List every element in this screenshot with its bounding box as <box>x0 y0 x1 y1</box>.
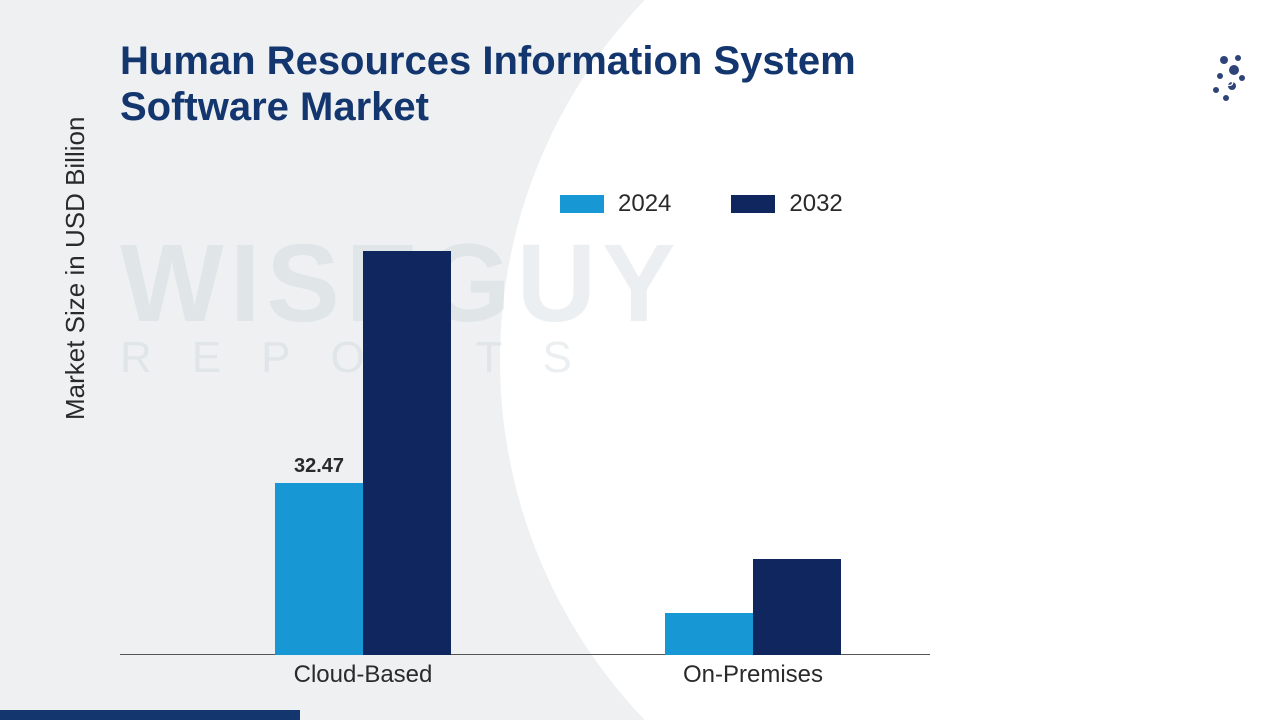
bar-value-label-0-0: 32.47 <box>294 455 344 478</box>
legend-swatch-1 <box>731 195 775 213</box>
chart-canvas: WISEGUY REPORTS WISEGUY REPORTS Human Re… <box>0 0 1280 720</box>
plot-area: 32.47 Cloud-Based On-Premises <box>120 230 930 655</box>
legend-label-1: 2032 <box>789 190 842 218</box>
legend-item-1: 2032 <box>731 190 842 218</box>
footer-accent-bar <box>0 710 300 720</box>
bar-group-0: 32.47 Cloud-Based <box>275 251 451 655</box>
brand-logo-text: WISEGUY REPORTS <box>1069 34 1244 91</box>
legend-item-0: 2024 <box>560 190 671 218</box>
bar-0-series-0: 32.47 <box>275 483 363 656</box>
bar-group-1: On-Premises <box>665 559 841 655</box>
bar-1-series-0 <box>665 613 753 656</box>
bar-1-series-1 <box>753 559 841 655</box>
legend: 2024 2032 <box>560 190 843 218</box>
chart-title: Human Resources Information System Softw… <box>120 38 920 130</box>
brand-line1: WISEGUY <box>1069 34 1244 73</box>
category-label-0: Cloud-Based <box>294 661 433 689</box>
legend-label-0: 2024 <box>618 190 671 218</box>
brand-line2: REPORTS <box>1069 73 1244 91</box>
legend-swatch-0 <box>560 195 604 213</box>
y-axis-label: Market Size in USD Billion <box>60 117 91 420</box>
category-label-1: On-Premises <box>683 661 823 689</box>
bar-0-series-1 <box>363 251 451 655</box>
